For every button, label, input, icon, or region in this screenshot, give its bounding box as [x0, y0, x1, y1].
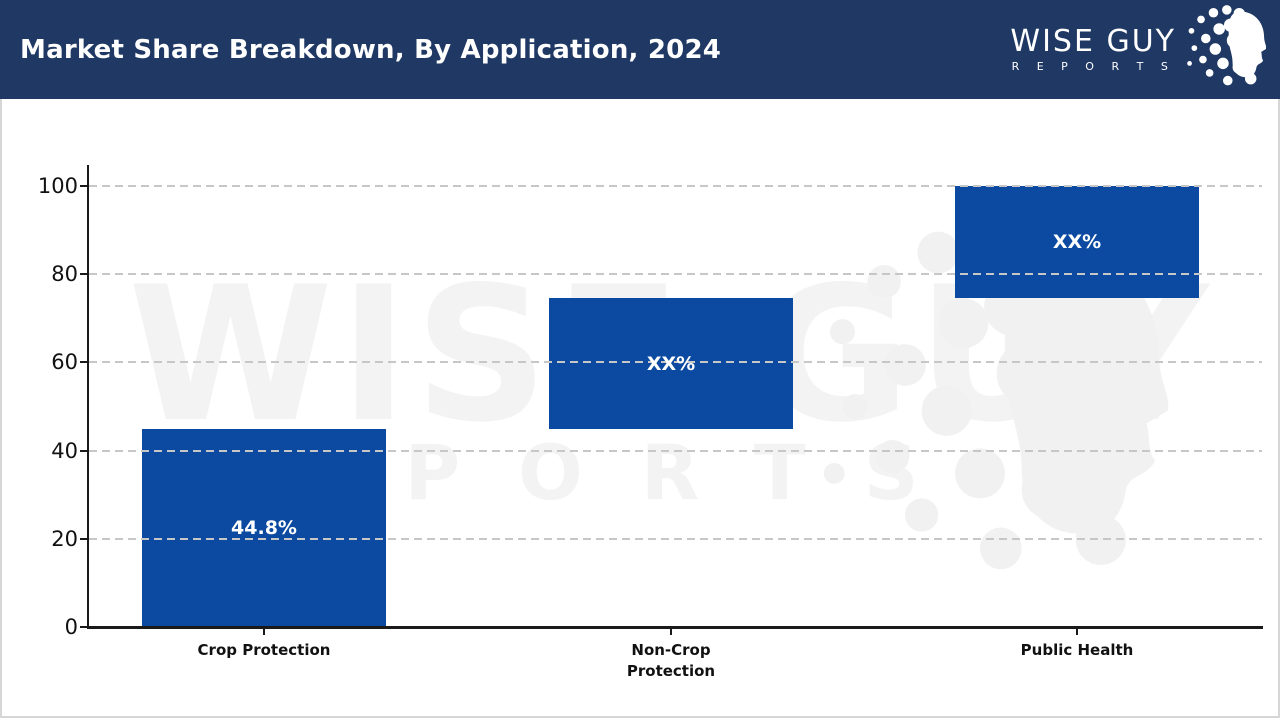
logo-face-icon: [1187, 4, 1266, 85]
logo-name: WISE GUY: [1010, 24, 1176, 59]
y-tick-mark: [80, 449, 88, 452]
header-bar: Market Share Breakdown, By Application, …: [0, 0, 1280, 99]
y-tick-label: 0: [64, 615, 78, 639]
gridline: [89, 537, 1262, 540]
frame-edge-bottom: [0, 716, 1280, 718]
category-label: Non-Crop Protection: [626, 641, 716, 680]
gridline: [89, 185, 1262, 187]
y-tick-mark: [80, 185, 88, 187]
x-tick-mark: [1076, 628, 1078, 635]
y-tick-label: 40: [51, 438, 78, 463]
gridline: [89, 273, 1262, 276]
frame-edge-left: [0, 99, 2, 718]
logo-wordmark: WISE GUY R E P O R T S: [1010, 24, 1176, 74]
bar-value-label: XX%: [1052, 231, 1102, 253]
bar: [549, 298, 793, 430]
wise-guy-reports-logo: WISE GUY R E P O R T S: [1010, 4, 1280, 96]
page-title: Market Share Breakdown, By Application, …: [20, 34, 722, 65]
x-tick-mark: [670, 628, 672, 635]
y-tick-mark: [80, 273, 88, 276]
bar-value-label: 44.8%: [231, 517, 297, 540]
y-tick-mark: [80, 537, 88, 540]
y-tick-mark: [80, 626, 88, 628]
y-tick-label: 100: [37, 174, 78, 198]
y-tick-label: 60: [51, 350, 78, 375]
gridline: [89, 449, 1262, 452]
x-tick-mark: [263, 628, 265, 635]
bar: [142, 429, 386, 627]
gridline: [89, 361, 1262, 364]
x-axis-spine: [87, 626, 1263, 629]
category-label: Crop Protection: [197, 641, 331, 659]
y-tick-label: 20: [51, 526, 78, 551]
frame-edge-right: [1278, 99, 1280, 718]
logo-subname: R E P O R T S: [1011, 60, 1175, 73]
category-label: Public Health: [1020, 641, 1134, 659]
bar-value-label: XX%: [646, 352, 696, 375]
y-tick-mark: [80, 361, 88, 364]
y-axis-spine: [87, 165, 89, 629]
y-tick-label: 80: [51, 262, 78, 287]
